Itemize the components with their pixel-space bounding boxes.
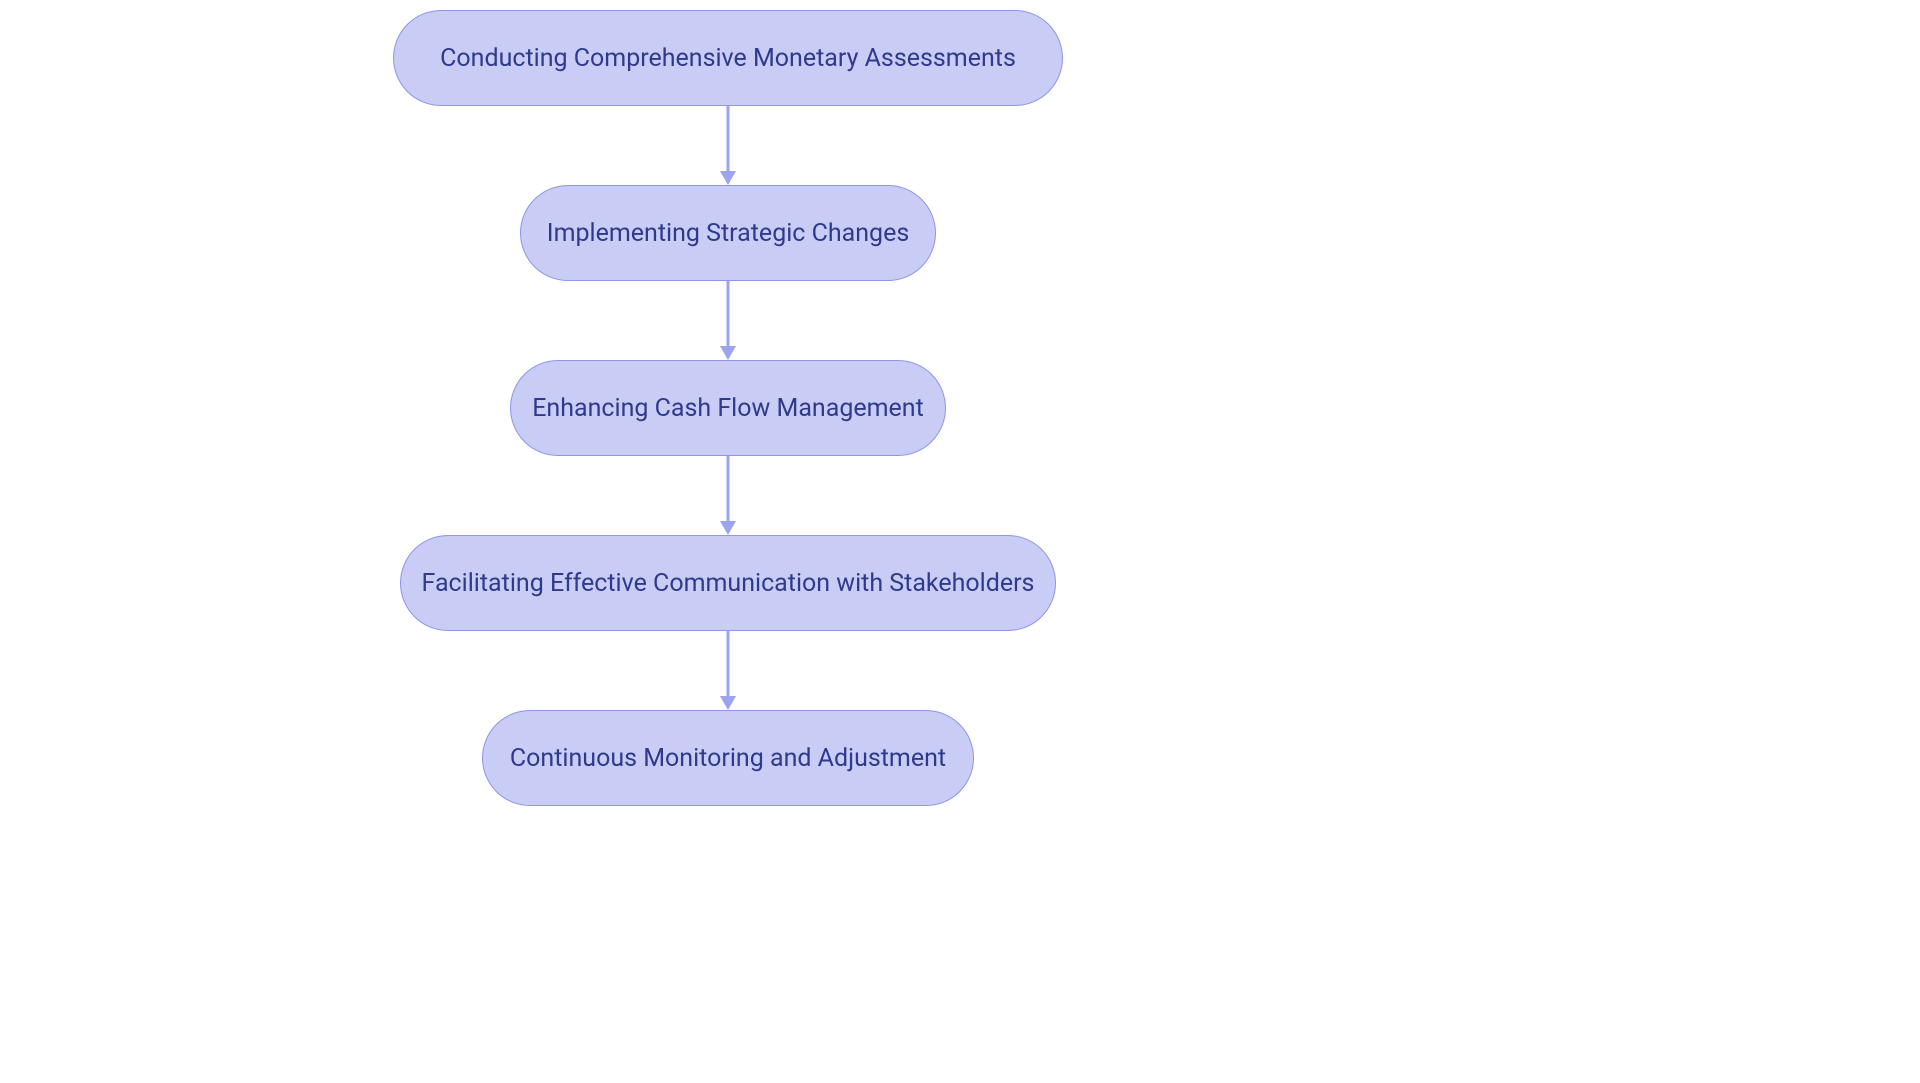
flowchart-arrow bbox=[713, 281, 743, 360]
flowchart-arrow bbox=[713, 456, 743, 535]
node-label: Implementing Strategic Changes bbox=[547, 219, 909, 248]
arrow-svg bbox=[713, 106, 743, 185]
node-label: Conducting Comprehensive Monetary Assess… bbox=[440, 44, 1016, 73]
node-label: Enhancing Cash Flow Management bbox=[532, 394, 924, 423]
flowchart-node: Facilitating Effective Communication wit… bbox=[400, 535, 1056, 631]
flowchart-node: Enhancing Cash Flow Management bbox=[510, 360, 946, 456]
arrow-svg bbox=[713, 281, 743, 360]
flowchart-node: Continuous Monitoring and Adjustment bbox=[482, 710, 974, 806]
flowchart-container: Conducting Comprehensive Monetary Assess… bbox=[0, 0, 1920, 1083]
flowchart-arrow bbox=[713, 106, 743, 185]
flowchart-arrow bbox=[713, 631, 743, 710]
arrow-svg bbox=[713, 456, 743, 535]
flowchart-node: Implementing Strategic Changes bbox=[520, 185, 936, 281]
node-label: Facilitating Effective Communication wit… bbox=[422, 569, 1035, 598]
arrow-svg bbox=[713, 631, 743, 710]
flowchart-node: Conducting Comprehensive Monetary Assess… bbox=[393, 10, 1063, 106]
node-label: Continuous Monitoring and Adjustment bbox=[510, 744, 946, 773]
